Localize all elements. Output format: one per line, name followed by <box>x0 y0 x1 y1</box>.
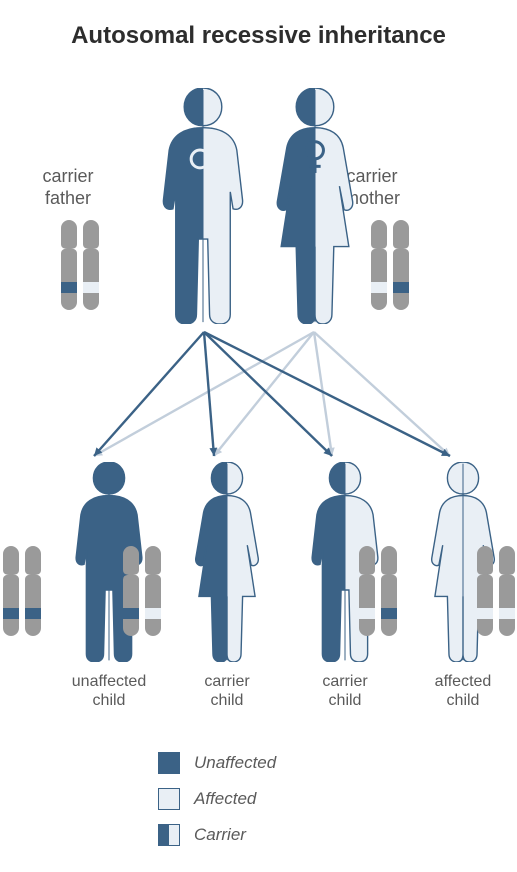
unaffected-child-chromosomes <box>3 546 41 636</box>
legend-affected: Affected <box>158 788 256 810</box>
legend-carrier: Carrier <box>158 824 246 846</box>
carrier-child-1-chromosomes <box>123 546 161 636</box>
legend-unaffected: Unaffected <box>158 752 276 774</box>
carrier-child-2-label: carrier child <box>290 672 400 710</box>
unaffected-child-label: unaffected child <box>54 672 164 710</box>
legend-swatch-affected <box>158 788 180 810</box>
carrier-child-1-figure <box>188 462 266 662</box>
legend-label-unaffected: Unaffected <box>194 753 276 773</box>
father-chromosomes <box>61 220 99 310</box>
legend-label-carrier: Carrier <box>194 825 246 845</box>
legend-label-affected: Affected <box>194 789 256 809</box>
affected-child-label: affected child <box>408 672 517 710</box>
carrier-child-1-label: carrier child <box>172 672 282 710</box>
affected-child-chromosomes <box>477 546 515 636</box>
mother-chromosomes <box>371 220 409 310</box>
carrier-child-2-chromosomes <box>359 546 397 636</box>
inheritance-arrows <box>0 0 517 872</box>
mother-figure <box>268 88 362 324</box>
father-figure <box>156 88 250 324</box>
legend-swatch-unaffected <box>158 752 180 774</box>
legend-swatch-carrier <box>158 824 180 846</box>
